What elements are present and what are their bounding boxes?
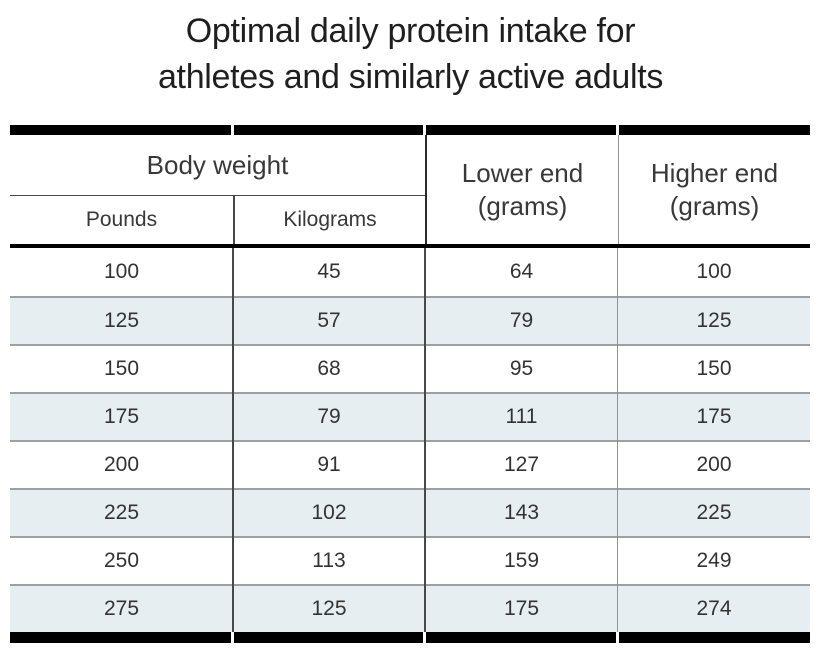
protein-intake-table: Body weight Pounds Kilograms Lower end (… <box>10 125 810 643</box>
cell-lower-end: 95 <box>509 357 534 380</box>
cell-kilograms: 57 <box>317 309 341 332</box>
header-lower-end-line-1: Lower end <box>461 157 584 188</box>
cell-pounds: 200 <box>103 453 140 476</box>
cell-pounds: 150 <box>103 357 140 380</box>
column-divider <box>424 248 426 632</box>
table-top-border <box>10 125 810 135</box>
cell-kilograms: 102 <box>311 501 347 524</box>
cell-pounds: 125 <box>103 309 140 332</box>
cell-kilograms: 79 <box>317 405 341 428</box>
cell-higher-end: 274 <box>696 597 732 620</box>
cell-lower-end: 127 <box>503 453 540 476</box>
column-divider <box>617 248 618 632</box>
header-kilograms: Kilograms <box>233 196 425 244</box>
header-lower-end: Lower end (grams) <box>425 135 618 244</box>
cell-pounds: 275 <box>103 597 140 620</box>
border-notch <box>616 632 619 643</box>
header-body-weight: Body weight <box>10 135 425 196</box>
cell-higher-end: 150 <box>696 357 732 380</box>
title-line-1: Optimal daily protein intake for <box>185 12 636 50</box>
cell-pounds: 250 <box>103 549 140 572</box>
cell-higher-end: 100 <box>696 260 732 283</box>
cell-lower-end: 79 <box>509 309 534 332</box>
table-header: Body weight Pounds Kilograms Lower end (… <box>10 135 810 244</box>
cell-lower-end: 159 <box>503 549 540 572</box>
table-row: 225 102 143 225 <box>10 488 810 536</box>
title-line-2: athletes and similarly active adults <box>157 58 664 96</box>
column-divider <box>232 248 234 632</box>
cell-lower-end: 143 <box>503 501 540 524</box>
border-notch <box>423 632 426 643</box>
header-higher-end-line-1: Higher end <box>650 157 779 188</box>
cell-kilograms: 125 <box>311 597 347 620</box>
border-notch <box>616 125 619 135</box>
border-notch <box>231 125 234 135</box>
cell-kilograms: 45 <box>317 260 341 283</box>
cell-kilograms: 68 <box>317 357 341 380</box>
cell-lower-end: 175 <box>503 597 540 620</box>
cell-higher-end: 200 <box>696 453 732 476</box>
table-row: 125 57 79 125 <box>10 296 810 344</box>
table-row: 250 113 159 249 <box>10 536 810 584</box>
cell-lower-end: 64 <box>509 260 534 283</box>
cell-higher-end: 225 <box>696 501 732 524</box>
cell-pounds: 100 <box>103 260 140 283</box>
table-bottom-border <box>10 632 810 643</box>
header-higher-end-line-2: (grams) <box>669 190 760 221</box>
cell-lower-end: 111 <box>505 405 538 428</box>
cell-higher-end: 175 <box>696 405 732 428</box>
table-row: 100 45 64 100 <box>10 248 810 296</box>
table-row: 275 125 175 274 <box>10 584 810 632</box>
table-row: 150 68 95 150 <box>10 344 810 392</box>
cell-kilograms: 113 <box>312 549 346 572</box>
table-body: 100 45 64 100 125 57 79 125 150 68 95 15… <box>10 248 810 632</box>
border-notch <box>423 125 426 135</box>
header-pounds: Pounds <box>85 208 158 231</box>
header-higher-end: Higher end (grams) <box>618 135 810 244</box>
table-row: 175 79 111 175 <box>10 392 810 440</box>
border-notch <box>231 632 234 643</box>
page-title: Optimal daily protein intake for athlete… <box>0 0 821 100</box>
header-bottom-rule <box>10 244 810 248</box>
cell-higher-end: 249 <box>696 549 732 572</box>
header-lower-end-line-2: (grams) <box>477 190 568 221</box>
cell-kilograms: 91 <box>317 453 341 476</box>
cell-pounds: 175 <box>103 405 140 428</box>
cell-higher-end: 125 <box>696 309 732 332</box>
table-row: 200 91 127 200 <box>10 440 810 488</box>
cell-pounds: 225 <box>103 501 140 524</box>
